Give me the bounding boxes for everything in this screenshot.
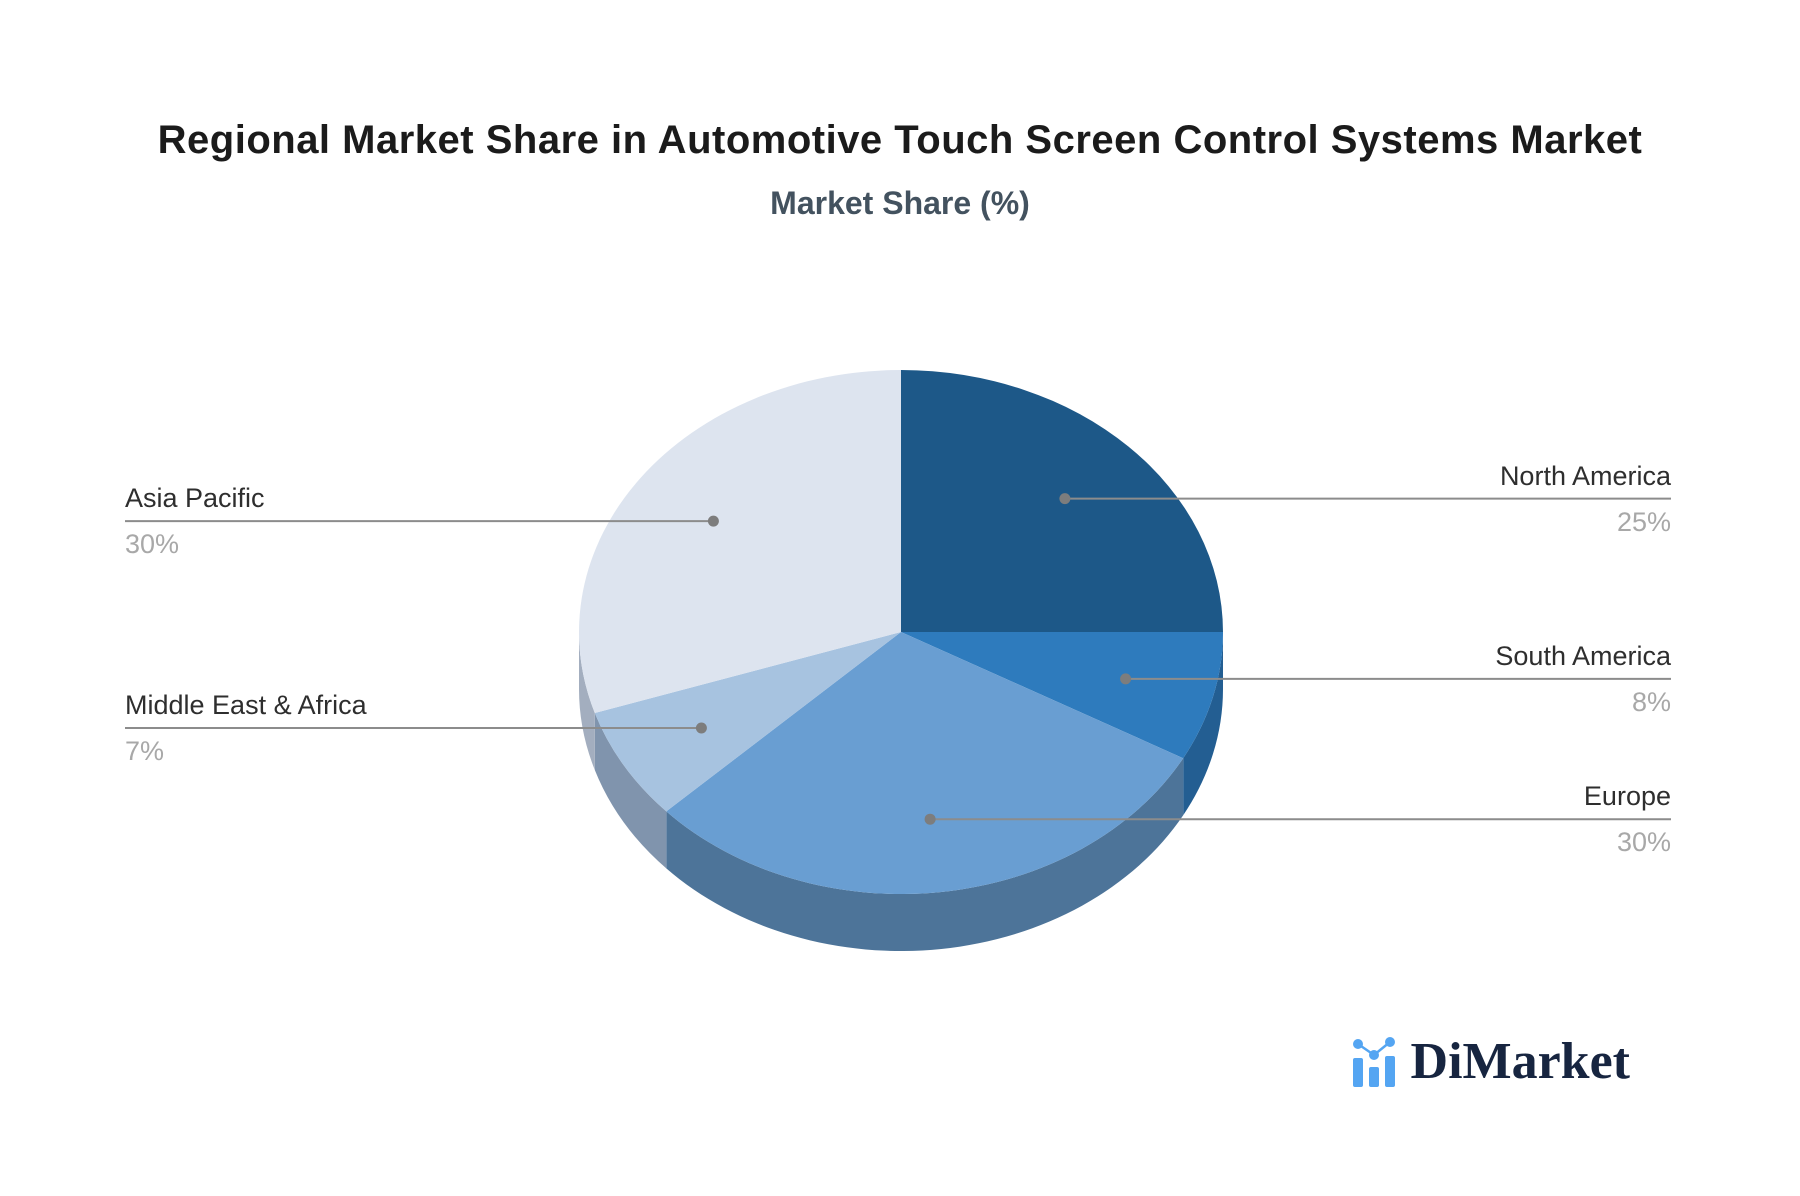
pie-slice-europe[interactable] — [666, 632, 1184, 895]
leader-dot — [695, 722, 707, 734]
pie-slice-middle-east-africa[interactable] — [594, 632, 901, 812]
segment-label: Middle East & Africa — [125, 690, 367, 721]
segment-label: Europe — [1583, 781, 1671, 812]
segment-percentage: 30% — [1616, 827, 1671, 858]
pie-slice-south-america[interactable] — [901, 632, 1223, 759]
segment-percentage: 25% — [1616, 506, 1671, 537]
pie-side-south-america — [1183, 632, 1223, 816]
brand-logo-text: DiMarket — [1410, 1033, 1630, 1090]
brand-logo: DiMarket — [1351, 1034, 1630, 1090]
leader-dot — [1059, 493, 1071, 505]
pie-slice-asia-pacific[interactable] — [579, 370, 901, 713]
leader-dot — [1120, 673, 1132, 685]
segment-percentage: 30% — [125, 529, 180, 560]
bar-chart-logo-icon — [1352, 1037, 1395, 1087]
pie-side-asia-pacific — [579, 632, 595, 770]
chart-subtitle: Market Share (%) — [770, 185, 1030, 221]
segment-label: South America — [1495, 640, 1671, 671]
pie-side-middle-east-africa — [594, 713, 667, 869]
segment-percentage: 7% — [125, 736, 165, 767]
segment-percentage: 8% — [1631, 686, 1671, 717]
pie-side-europe — [666, 758, 1184, 952]
leader-dot — [707, 515, 719, 527]
segment-label: Asia Pacific — [125, 483, 265, 514]
leader-dot — [924, 813, 936, 825]
segment-label: North America — [1499, 460, 1671, 491]
chart-title: Regional Market Share in Automotive Touc… — [157, 118, 1643, 162]
